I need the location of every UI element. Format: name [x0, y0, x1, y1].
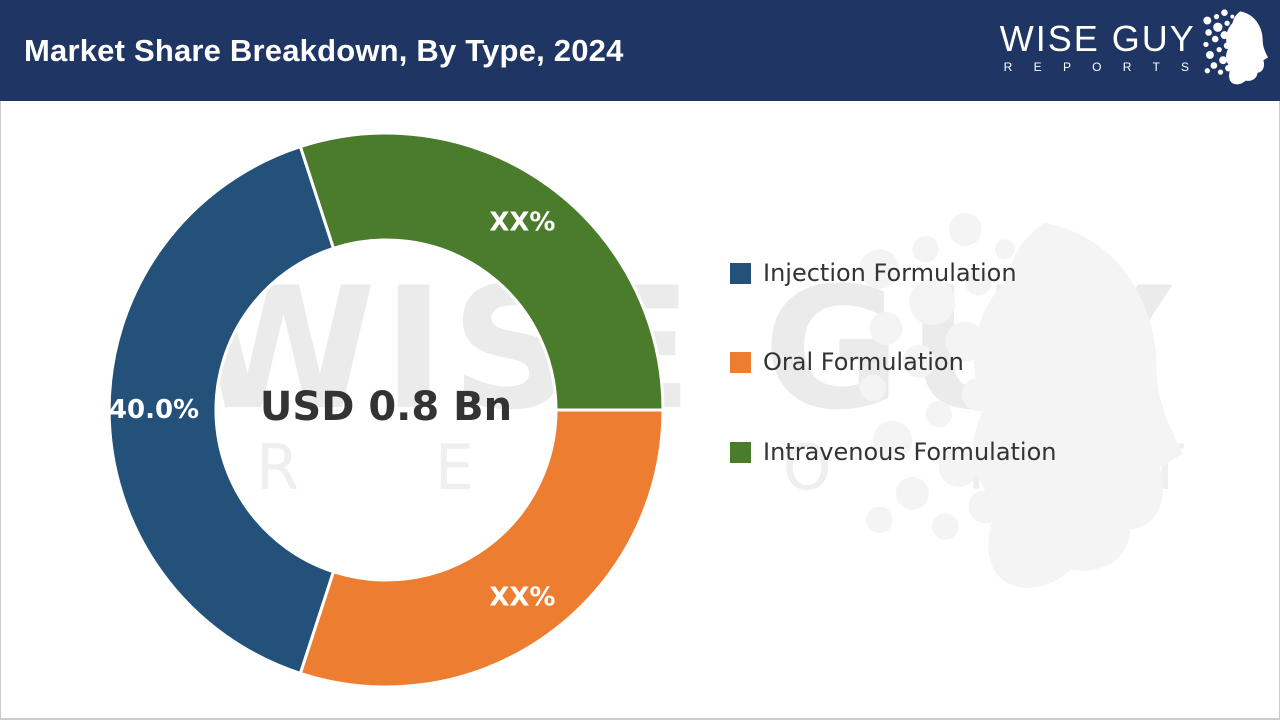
donut-segment: [107, 144, 336, 676]
legend-swatch-oral: [730, 351, 751, 373]
logo-wordmark: WISE GUY R E P O R T S: [998, 18, 1198, 75]
header-bar: Market Share Breakdown, By Type, 2024 WI…: [0, 0, 1280, 101]
donut-segment: [298, 408, 665, 689]
logo-subtitle: R E P O R T S: [1003, 60, 1198, 74]
legend-label-oral: Oral Formulation: [763, 348, 964, 376]
legend-item-oral: Oral Formulation: [730, 348, 964, 376]
donut-chart: 40.0% XX% XX%: [107, 131, 665, 689]
segment-label: XX%: [489, 207, 555, 237]
legend-label-intravenous: Intravenous Formulation: [763, 438, 1057, 466]
dotted-face-icon: [1203, 9, 1268, 85]
legend-item-injection: Injection Formulation: [730, 259, 1017, 287]
legend-item-intravenous: Intravenous Formulation: [730, 438, 1057, 466]
legend-swatch-injection: [730, 262, 751, 284]
wise-guy-logo: WISE GUY R E P O R T S: [998, 6, 1268, 88]
logo-title: WISE GUY: [999, 18, 1196, 59]
segment-label: 40.0%: [109, 395, 199, 425]
page-title: Market Share Breakdown, By Type, 2024: [24, 32, 624, 68]
donut-center-value: USD 0.8 Bn: [259, 384, 513, 430]
donut-segment: [298, 131, 665, 412]
legend-label-injection: Injection Formulation: [763, 259, 1017, 287]
chart-area: WISE GUY R E P O R T S 40.0%XX%XX% USD 0…: [0, 101, 1280, 720]
segment-label: XX%: [489, 583, 555, 613]
legend-swatch-intravenous: [730, 441, 751, 463]
